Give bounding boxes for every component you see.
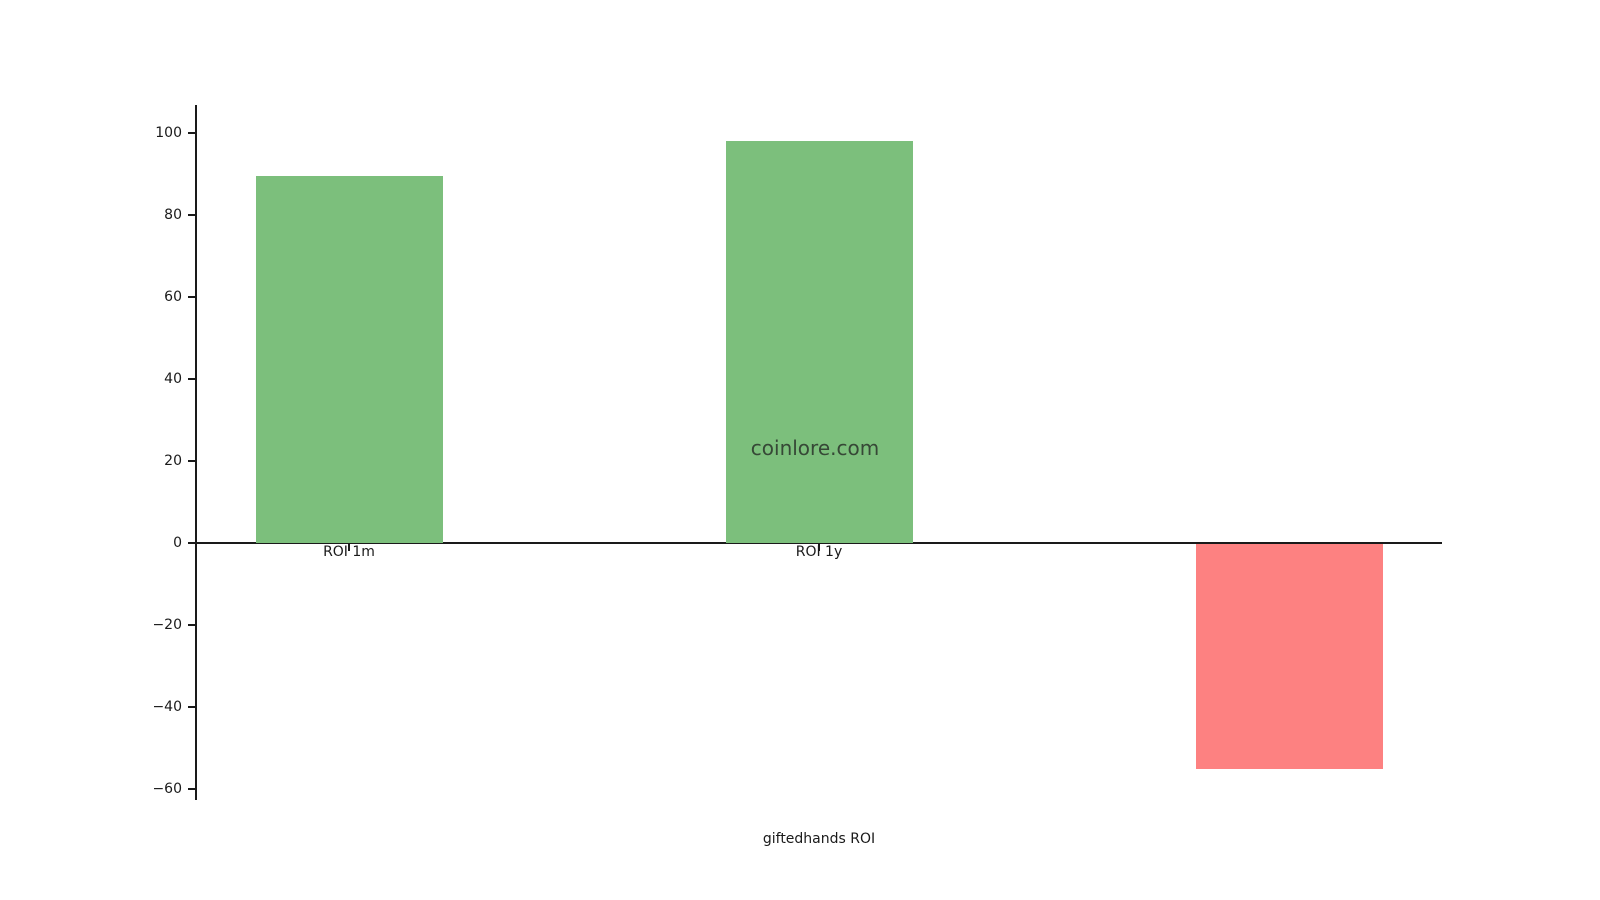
y-axis-tick bbox=[188, 295, 195, 298]
x-axis-tick-label: ROI 1m bbox=[323, 544, 375, 560]
y-axis-tick-label: 100 bbox=[155, 124, 182, 141]
watermark-text: coinlore.com bbox=[750, 436, 880, 460]
bar-unlabeled-2 bbox=[1195, 543, 1383, 770]
y-axis-tick bbox=[188, 131, 195, 134]
y-axis-line bbox=[195, 105, 197, 800]
y-axis-tick-label: 40 bbox=[164, 370, 182, 387]
x-axis-tick bbox=[818, 543, 820, 551]
y-axis-tick bbox=[188, 541, 195, 544]
y-axis-tick-label: −60 bbox=[152, 780, 182, 797]
bar-roi-1y bbox=[725, 140, 913, 543]
y-axis-tick bbox=[188, 377, 195, 380]
bar-roi-1m bbox=[255, 175, 443, 543]
y-axis-tick bbox=[188, 459, 195, 462]
y-axis-tick-label: −40 bbox=[152, 698, 182, 715]
x-axis-tick-label: ROI 1y bbox=[795, 544, 843, 560]
chart-title: giftedhands ROI bbox=[762, 831, 876, 847]
y-axis-tick-label: 20 bbox=[164, 452, 182, 469]
y-axis-tick bbox=[188, 623, 195, 626]
y-axis-tick-label: 80 bbox=[164, 206, 182, 223]
y-axis-tick bbox=[188, 705, 195, 708]
y-axis-tick-label: −20 bbox=[152, 616, 182, 633]
x-axis-tick bbox=[348, 543, 350, 551]
y-axis-tick-label: 0 bbox=[173, 534, 182, 551]
y-axis-tick-label: 60 bbox=[164, 288, 182, 305]
y-axis-tick bbox=[188, 787, 195, 790]
y-axis-tick bbox=[188, 213, 195, 216]
